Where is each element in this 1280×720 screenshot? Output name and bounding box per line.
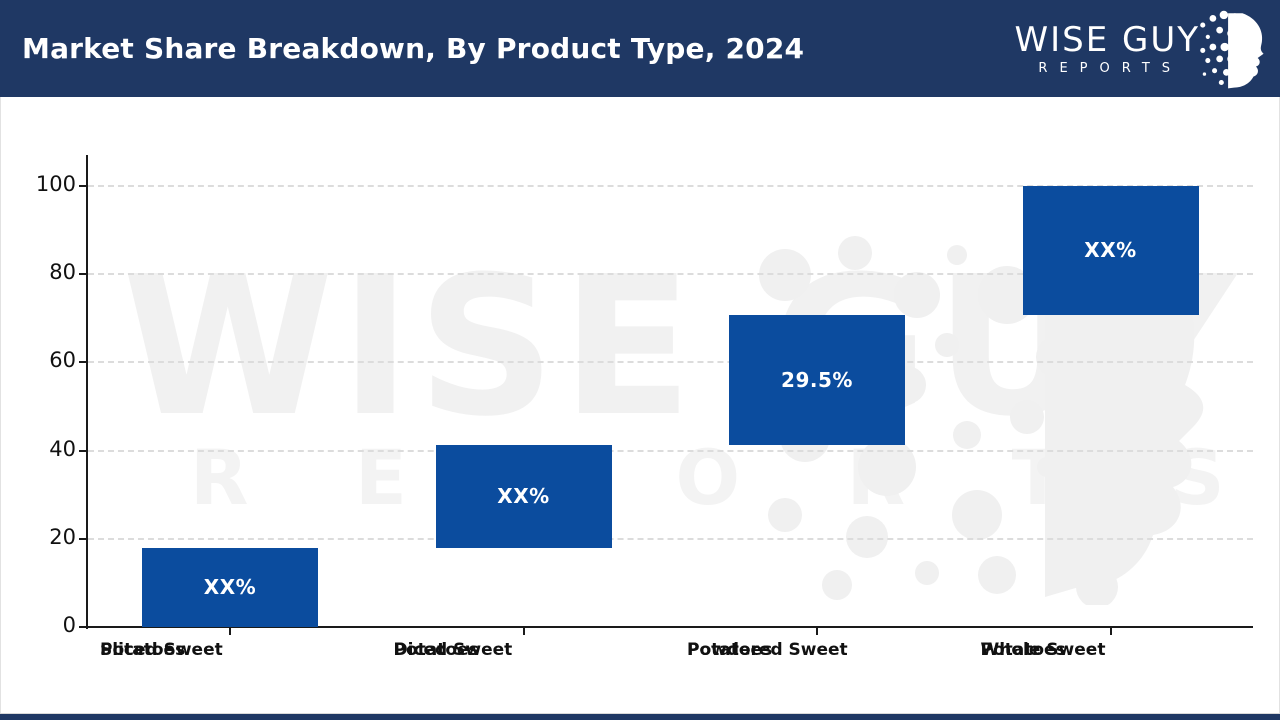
- x-axis-line: [86, 626, 1253, 628]
- logo-head-icon: [1200, 10, 1264, 88]
- x-axis-tick-mark: [229, 627, 231, 635]
- bar-powdered: 29.5%: [729, 314, 905, 445]
- bar-whole: XX%: [1022, 186, 1199, 315]
- y-axis-tick-mark: [79, 273, 86, 276]
- gridline-20: [88, 537, 1253, 540]
- y-axis-tick-mark: [79, 537, 86, 540]
- logo-wiseguy-label: WISE GUY: [1014, 20, 1200, 60]
- x-axis-category-label-line: Potatoes: [100, 640, 186, 660]
- gridline-60: [88, 361, 1253, 364]
- y-axis-line: [86, 155, 88, 629]
- y-axis-tick-mark: [79, 185, 86, 187]
- logo-reports-label: REPORTS: [1038, 61, 1183, 76]
- gridline-40: [88, 449, 1253, 452]
- y-axis-tick-label: 40: [49, 436, 76, 461]
- x-axis-tick-mark: [1109, 627, 1112, 635]
- gridline-80: [88, 273, 1253, 276]
- gridline-100: [88, 185, 1253, 187]
- x-axis-category-label-line: Potatoes: [393, 640, 479, 660]
- page-title: Market Share Breakdown, By Product Type,…: [22, 32, 805, 65]
- x-axis-category-label-line: Potatoes: [687, 640, 773, 660]
- y-axis-tick-label: 0: [62, 613, 76, 637]
- footer-bar: [0, 713, 1280, 720]
- bar-value-label: XX%: [203, 575, 257, 600]
- y-axis-tick-label: 100: [35, 172, 76, 196]
- x-axis-category-label-line: Potatoes: [980, 640, 1066, 660]
- header-bar: Market Share Breakdown, By Product Type,…: [0, 0, 1280, 97]
- bar-value-label: XX%: [497, 484, 550, 509]
- x-axis-category-label-line: Diced Sweet: [393, 640, 513, 660]
- x-axis-category-label-line: Sliced Sweet: [100, 640, 223, 660]
- x-axis-tick-mark: [816, 627, 818, 635]
- wise-guy-reports-logo: WISE GUY REPORTS: [1014, 8, 1272, 92]
- y-axis-tick-mark: [79, 626, 86, 628]
- x-axis-category-label-line: Whole Sweet: [980, 640, 1106, 660]
- x-axis-category-label-line: Powdered Sweet: [687, 640, 848, 660]
- bar-diced: XX%: [435, 444, 612, 548]
- y-axis-tick-mark: [79, 361, 86, 364]
- bar-value-label: 29.5%: [781, 367, 853, 392]
- y-axis-tick-label: 20: [49, 524, 76, 549]
- y-axis-tick-label: 80: [49, 260, 76, 285]
- bar-sliced: XX%: [142, 547, 318, 627]
- y-axis-tick-mark: [79, 449, 86, 452]
- bar-value-label: XX%: [1084, 238, 1137, 263]
- logo-text: WISE GUY REPORTS: [1014, 23, 1200, 76]
- y-axis-tick-label: 60: [49, 348, 76, 373]
- x-axis-tick-mark: [522, 627, 525, 635]
